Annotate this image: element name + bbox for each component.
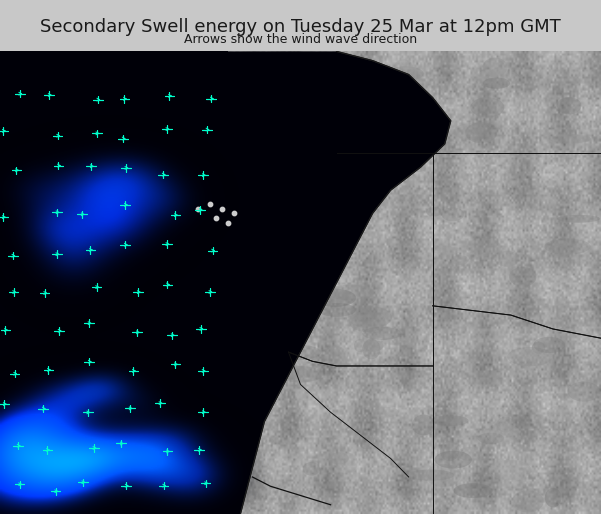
Ellipse shape bbox=[534, 337, 565, 353]
Ellipse shape bbox=[286, 309, 305, 324]
Ellipse shape bbox=[512, 490, 544, 512]
Ellipse shape bbox=[362, 327, 401, 340]
Ellipse shape bbox=[394, 164, 426, 173]
Ellipse shape bbox=[362, 339, 380, 359]
Ellipse shape bbox=[426, 207, 442, 216]
Ellipse shape bbox=[440, 441, 459, 461]
Ellipse shape bbox=[545, 238, 591, 254]
Ellipse shape bbox=[509, 267, 537, 287]
Ellipse shape bbox=[465, 122, 497, 143]
Ellipse shape bbox=[478, 433, 504, 444]
Ellipse shape bbox=[441, 207, 464, 221]
Ellipse shape bbox=[359, 432, 374, 449]
Ellipse shape bbox=[328, 452, 349, 465]
Point bbox=[224, 218, 233, 227]
Ellipse shape bbox=[363, 340, 383, 352]
Ellipse shape bbox=[287, 164, 307, 174]
Ellipse shape bbox=[318, 303, 356, 317]
Ellipse shape bbox=[312, 155, 335, 168]
Ellipse shape bbox=[303, 462, 320, 475]
Ellipse shape bbox=[311, 233, 334, 251]
Ellipse shape bbox=[567, 381, 600, 401]
Ellipse shape bbox=[548, 406, 570, 421]
Ellipse shape bbox=[387, 66, 424, 81]
Text: Secondary Swell energy on Tuesday 25 Mar at 12pm GMT: Secondary Swell energy on Tuesday 25 Mar… bbox=[40, 18, 561, 36]
Ellipse shape bbox=[471, 97, 504, 118]
Ellipse shape bbox=[326, 285, 374, 300]
Ellipse shape bbox=[284, 204, 328, 222]
Point bbox=[230, 209, 239, 217]
Ellipse shape bbox=[315, 289, 356, 307]
Polygon shape bbox=[0, 51, 451, 514]
Ellipse shape bbox=[483, 78, 510, 89]
Ellipse shape bbox=[482, 371, 502, 387]
Point bbox=[194, 205, 203, 213]
Ellipse shape bbox=[284, 295, 314, 307]
Ellipse shape bbox=[395, 110, 419, 132]
Ellipse shape bbox=[406, 71, 430, 91]
Ellipse shape bbox=[275, 345, 322, 360]
Ellipse shape bbox=[248, 285, 296, 298]
Ellipse shape bbox=[496, 417, 514, 432]
Ellipse shape bbox=[249, 288, 294, 299]
Ellipse shape bbox=[557, 97, 581, 115]
Ellipse shape bbox=[532, 342, 545, 354]
Ellipse shape bbox=[475, 69, 519, 87]
Ellipse shape bbox=[489, 460, 531, 480]
Ellipse shape bbox=[435, 451, 472, 469]
Ellipse shape bbox=[431, 247, 462, 254]
Ellipse shape bbox=[354, 339, 366, 352]
Text: Arrows show the wind wave direction: Arrows show the wind wave direction bbox=[184, 33, 417, 46]
Ellipse shape bbox=[278, 366, 323, 382]
Ellipse shape bbox=[359, 76, 394, 96]
Ellipse shape bbox=[457, 447, 481, 461]
Ellipse shape bbox=[551, 240, 571, 259]
Ellipse shape bbox=[269, 183, 282, 192]
Ellipse shape bbox=[292, 134, 326, 150]
Ellipse shape bbox=[453, 123, 492, 140]
Ellipse shape bbox=[495, 251, 519, 267]
Ellipse shape bbox=[371, 407, 399, 417]
Ellipse shape bbox=[406, 470, 454, 481]
Ellipse shape bbox=[504, 170, 517, 188]
Ellipse shape bbox=[432, 415, 469, 426]
Point bbox=[218, 205, 227, 213]
Ellipse shape bbox=[451, 255, 469, 265]
Ellipse shape bbox=[393, 59, 413, 81]
Ellipse shape bbox=[545, 488, 561, 507]
Ellipse shape bbox=[286, 306, 314, 322]
Ellipse shape bbox=[426, 464, 461, 487]
Ellipse shape bbox=[349, 311, 386, 332]
Ellipse shape bbox=[412, 415, 436, 435]
Ellipse shape bbox=[366, 180, 394, 189]
Ellipse shape bbox=[324, 346, 348, 368]
Ellipse shape bbox=[483, 58, 507, 77]
Ellipse shape bbox=[284, 106, 319, 125]
Point bbox=[212, 214, 221, 222]
Point bbox=[206, 200, 215, 208]
Ellipse shape bbox=[337, 453, 358, 473]
Ellipse shape bbox=[549, 134, 591, 143]
Ellipse shape bbox=[486, 424, 520, 445]
Ellipse shape bbox=[323, 180, 349, 198]
Ellipse shape bbox=[320, 134, 349, 154]
Ellipse shape bbox=[379, 337, 421, 345]
Ellipse shape bbox=[348, 306, 392, 328]
Ellipse shape bbox=[557, 215, 600, 223]
Ellipse shape bbox=[507, 347, 553, 366]
Ellipse shape bbox=[260, 364, 308, 380]
Ellipse shape bbox=[356, 194, 388, 208]
Ellipse shape bbox=[466, 238, 501, 256]
Ellipse shape bbox=[454, 483, 492, 498]
